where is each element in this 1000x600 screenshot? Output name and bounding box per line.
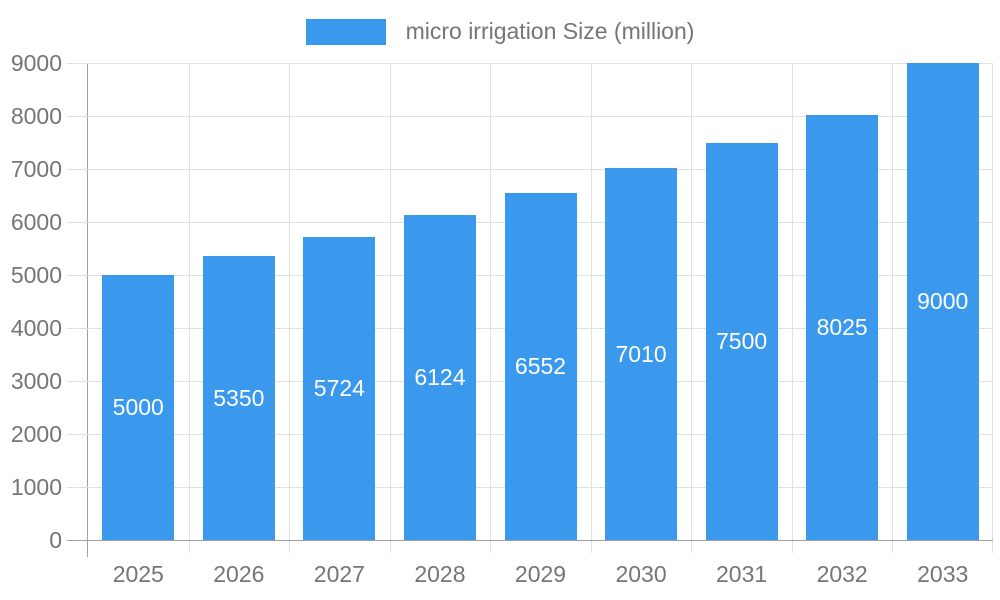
- bar-value-label: 6552: [514, 352, 567, 379]
- y-axis-tick: [67, 486, 88, 488]
- x-gridline: [992, 63, 993, 540]
- legend-swatch-icon: [305, 18, 386, 45]
- y-axis-label: 3000: [10, 368, 62, 394]
- y-gridline: [88, 62, 993, 64]
- bar-2027: 5724: [303, 236, 376, 540]
- x-gridline: [792, 63, 793, 540]
- plot-area: 5000 5350 5724 6124 6552 7010 7500 8025 9000: [88, 62, 993, 540]
- y-axis-label: 2000: [10, 421, 62, 447]
- bar-value-label: 7010: [615, 340, 667, 367]
- y-axis-label: 5000: [10, 262, 62, 288]
- bar-2030: 7010: [605, 168, 678, 540]
- x-axis-label: 2031: [716, 561, 768, 587]
- x-gridline: [189, 63, 190, 540]
- x-axis-tick: [591, 541, 592, 553]
- bar-2031: 7500: [705, 142, 778, 540]
- bar-2026: 5350: [202, 256, 275, 540]
- x-axis-tick: [390, 541, 391, 553]
- x-axis-tick: [691, 541, 692, 553]
- x-axis-label: 2025: [112, 561, 164, 587]
- chart-legend: micro irrigation Size (million): [0, 18, 1000, 45]
- bar-2028: 6124: [403, 215, 476, 540]
- x-axis-label: 2029: [514, 561, 567, 587]
- x-gridline: [691, 63, 692, 540]
- bar-value-label: 5000: [112, 394, 164, 420]
- bar-value-label: 9000: [917, 288, 969, 314]
- bar-2025: 5000: [102, 275, 175, 540]
- y-axis-label: 1000: [10, 474, 62, 500]
- bar-value-label: 5350: [213, 384, 265, 411]
- x-gridline: [390, 63, 391, 540]
- y-axis-tick: [67, 115, 88, 117]
- x-axis-label: 2033: [917, 561, 969, 587]
- y-axis-tick: [67, 274, 88, 276]
- x-axis-tick: [490, 541, 491, 553]
- bar-value-label: 7500: [716, 327, 768, 354]
- x-axis-label: 2026: [213, 561, 265, 587]
- y-axis-tick: [67, 433, 88, 435]
- x-axis-label: 2028: [414, 561, 466, 587]
- y-axis-tick: [67, 327, 88, 329]
- y-axis-tick: [67, 62, 88, 64]
- y-axis-tick: [67, 380, 88, 382]
- x-axis-tick: [892, 541, 893, 553]
- bar-2029: 6552: [504, 192, 577, 540]
- bar-value-label: 8025: [816, 313, 868, 340]
- y-axis-label: 7000: [10, 156, 62, 182]
- y-axis-label: 6000: [10, 209, 62, 235]
- legend-item[interactable]: micro irrigation Size (million): [305, 18, 695, 45]
- bar-value-label: 5724: [313, 374, 365, 401]
- x-gridline: [490, 63, 491, 540]
- legend-label: micro irrigation Size (million): [405, 18, 695, 44]
- x-axis-tick: [289, 541, 290, 553]
- y-axis-label: 8000: [10, 103, 62, 129]
- x-axis-tick: [792, 541, 793, 553]
- y-axis-tick: [67, 168, 88, 170]
- bar-2033: 9000: [906, 63, 979, 540]
- y-axis-label: 0: [49, 527, 62, 553]
- x-gridline: [591, 63, 592, 540]
- x-axis-label: 2030: [615, 561, 667, 587]
- y-axis-label: 9000: [10, 50, 62, 76]
- x-axis-tick: [189, 541, 190, 553]
- bar-2032: 8025: [806, 114, 879, 540]
- bar-value-label: 6124: [414, 364, 466, 391]
- x-axis-line: [67, 540, 993, 541]
- x-axis-label: 2027: [313, 561, 365, 587]
- x-gridline: [892, 63, 893, 540]
- x-gridline: [289, 63, 290, 540]
- y-axis-tick: [67, 221, 88, 223]
- y-axis-label: 4000: [10, 315, 62, 341]
- x-axis-label: 2032: [816, 561, 868, 587]
- x-axis-tick: [992, 541, 993, 553]
